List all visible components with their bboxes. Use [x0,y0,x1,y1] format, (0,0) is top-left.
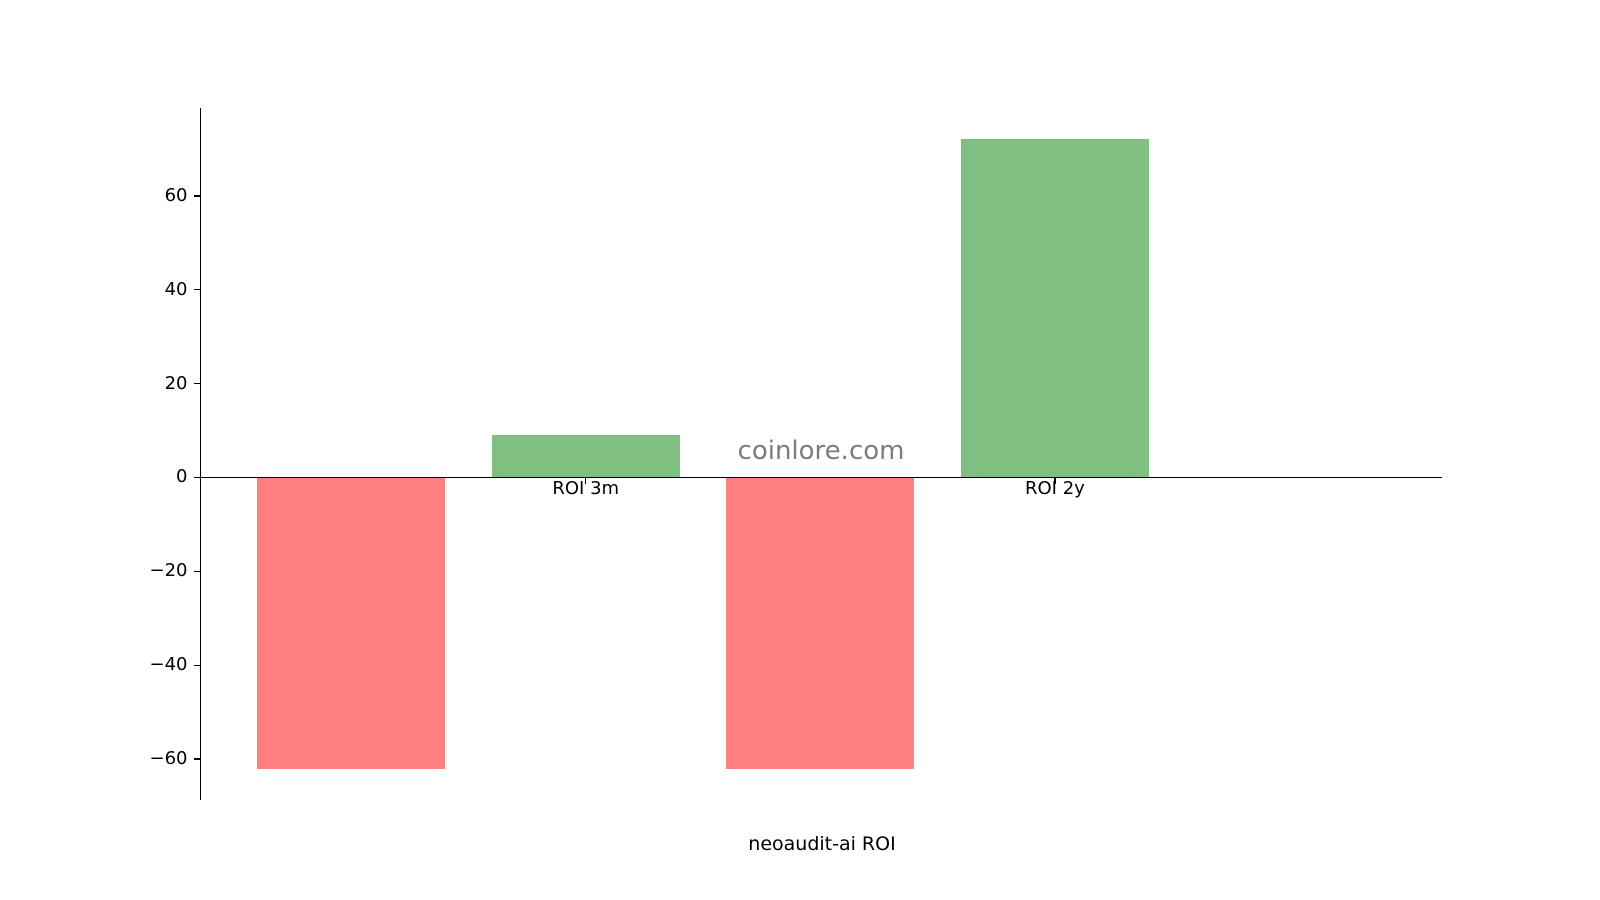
x-tick-label: ROI 3m [552,478,620,500]
x-axis-spine [199,476,1442,479]
y-tick [193,382,200,385]
y-tick-label: −60 [149,748,188,770]
y-tick-label: 0 [176,466,188,488]
bar-series-0 [257,477,445,769]
watermark-text: coinlore.com [737,436,905,466]
x-tick [1054,478,1056,485]
y-tick-label: −20 [149,560,188,582]
y-tick-label: −40 [149,654,188,676]
x-tick [584,478,587,485]
y-tick [193,476,200,479]
y-tick [193,195,200,197]
y-tick [193,758,200,760]
bar-ROI 3m [491,435,680,478]
y-tick-label: 60 [164,184,188,206]
y-tick [193,570,200,573]
bar-series-2 [726,477,915,769]
y-tick [193,288,200,291]
x-axis-title: neoaudit-ai ROI [748,833,896,855]
y-axis-spine [199,108,201,800]
y-tick [193,664,200,666]
x-tick-label: ROI 2y [1025,478,1085,500]
y-tick-label: 20 [164,372,188,394]
y-tick-label: 40 [164,278,188,300]
bar-ROI 2y [961,139,1149,478]
